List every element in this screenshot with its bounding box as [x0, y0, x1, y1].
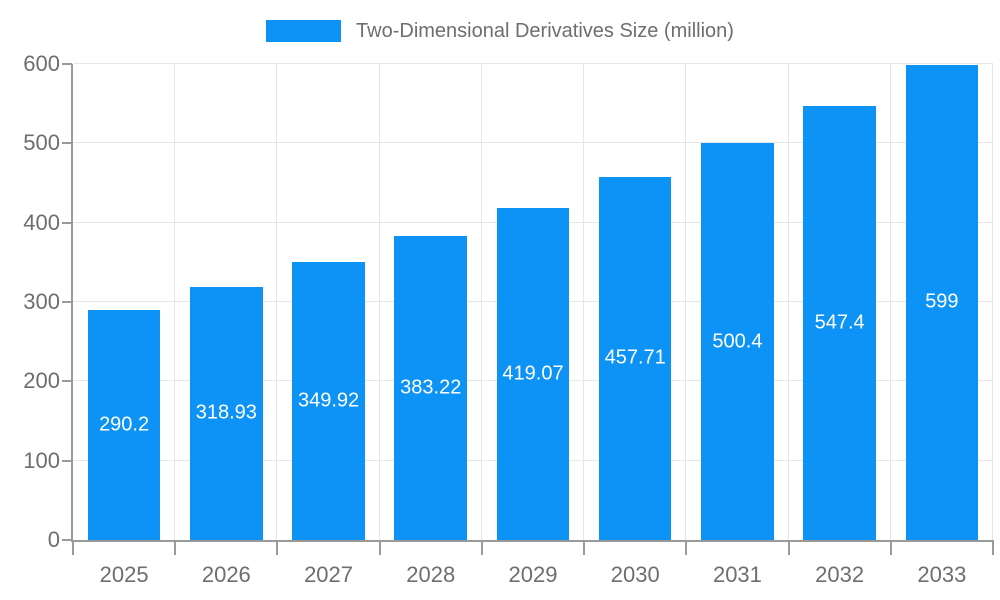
bar-value-label: 500.4: [712, 330, 763, 353]
bar-value-label: 349.92: [297, 389, 360, 412]
x-tick: [378, 540, 381, 555]
gridline-v: [685, 64, 687, 540]
bar: 318.93: [190, 286, 263, 540]
gridline-v: [583, 64, 585, 540]
bar-value-label: 318.93: [195, 401, 257, 424]
bar-value-label: 290.2: [99, 413, 150, 436]
bar: 547.4: [803, 105, 876, 540]
y-tick: [62, 459, 72, 462]
y-tick-label: 600: [23, 51, 60, 76]
gridline-v: [378, 64, 380, 540]
x-tick: [174, 540, 177, 555]
gridline-h: [73, 63, 993, 64]
y-tick: [62, 301, 72, 303]
bar: 457.71: [598, 176, 672, 540]
bar: 599: [905, 64, 979, 540]
x-tick: [992, 540, 994, 555]
gridline-v: [992, 64, 993, 540]
bar-value-label: 383.22: [400, 376, 462, 399]
legend-item[interactable]: Two-Dimensional Derivatives Size (millio…: [266, 17, 734, 45]
y-tick: [62, 380, 72, 383]
y-tick: [62, 142, 72, 145]
bar: 290.2: [87, 309, 161, 540]
x-tick: [480, 540, 483, 555]
x-tick-label: 2031: [712, 562, 762, 587]
x-tick-label: 2030: [610, 562, 660, 587]
gridline-v: [174, 64, 176, 540]
y-tick-label: 200: [23, 368, 60, 394]
x-tick: [583, 540, 586, 555]
bar: 500.4: [701, 143, 774, 540]
y-tick-label: 0: [47, 527, 60, 552]
x-tick: [787, 540, 790, 555]
x-tick-label: 2029: [508, 562, 558, 587]
gridline-v: [889, 64, 891, 540]
legend: Two-Dimensional Derivatives Size (millio…: [0, 17, 1000, 45]
y-tick: [62, 63, 72, 65]
bar: 419.07: [496, 207, 570, 540]
gridline-h: [73, 142, 993, 144]
x-tick-label: 2032: [815, 562, 865, 587]
x-tick-label: 2033: [917, 562, 967, 587]
gridline-v: [480, 64, 482, 540]
bar: 349.92: [292, 262, 365, 540]
x-tick-label: 2026: [201, 562, 251, 587]
x-tick: [72, 540, 74, 555]
x-axis-line: [71, 540, 993, 542]
x-tick: [889, 540, 892, 555]
bar-value-label: 547.4: [814, 311, 865, 334]
x-tick-label: 2027: [304, 562, 354, 587]
y-axis-line: [71, 64, 73, 540]
bar: 383.22: [394, 235, 468, 540]
y-tick-label: 500: [23, 130, 60, 156]
bar-value-label: 419.07: [502, 362, 564, 385]
gridline-v: [276, 64, 278, 540]
bar-value-label: 599: [925, 290, 959, 313]
legend-swatch: [266, 20, 342, 42]
x-tick: [685, 540, 688, 555]
x-tick: [276, 540, 279, 555]
x-tick-label: 2025: [99, 562, 149, 587]
x-tick-label: 2028: [406, 562, 456, 587]
legend-label: Two-Dimensional Derivatives Size (millio…: [356, 20, 734, 42]
y-tick-label: 300: [23, 289, 60, 314]
plot-area: 290.2 318.93 349.92 383.22 419.07 457.71 500.4…: [71, 63, 993, 542]
bar-value-label: 457.71: [604, 346, 666, 369]
y-tick: [62, 539, 72, 541]
y-tick-label: 100: [23, 447, 60, 473]
gridline-v: [787, 64, 789, 540]
y-tick: [62, 221, 72, 224]
y-tick-label: 400: [23, 209, 60, 235]
